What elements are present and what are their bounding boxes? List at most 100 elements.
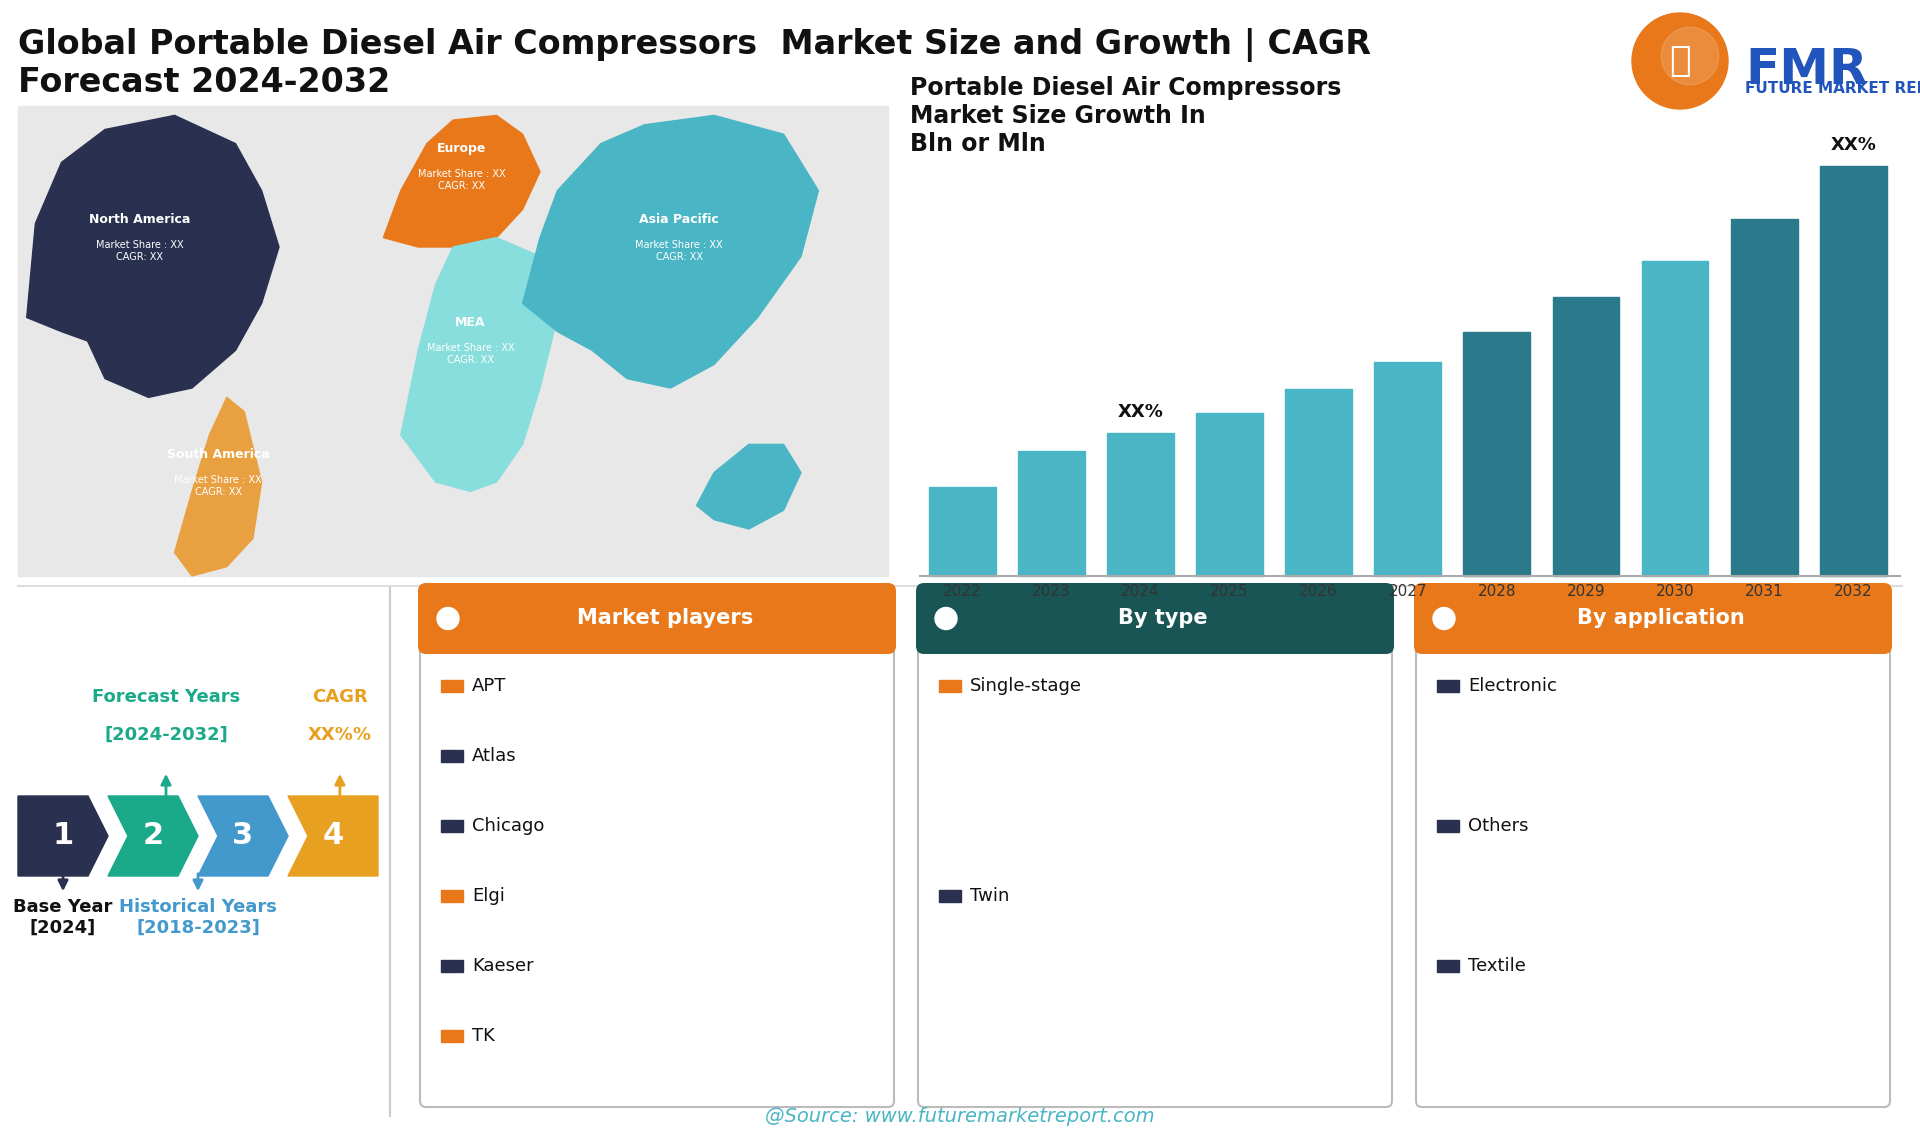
Text: 2025: 2025 xyxy=(1210,584,1248,599)
Text: XX%: XX% xyxy=(1830,136,1876,154)
Text: Single-stage: Single-stage xyxy=(970,677,1083,694)
Bar xyxy=(1375,362,1442,576)
Text: By application: By application xyxy=(1576,609,1745,628)
Polygon shape xyxy=(198,796,288,876)
Text: @Source: www.futuremarketreport.com: @Source: www.futuremarketreport.com xyxy=(766,1107,1154,1127)
Text: 2026: 2026 xyxy=(1300,584,1338,599)
Bar xyxy=(1196,413,1263,576)
Text: Global Portable Diesel Air Compressors  Market Size and Growth | CAGR: Global Portable Diesel Air Compressors M… xyxy=(17,28,1371,62)
Bar xyxy=(929,487,996,576)
Text: CAGR: XX: CAGR: XX xyxy=(657,252,703,261)
Polygon shape xyxy=(697,445,801,529)
FancyBboxPatch shape xyxy=(918,645,1392,1107)
Text: By type: By type xyxy=(1117,609,1208,628)
Polygon shape xyxy=(175,398,261,576)
Text: APT: APT xyxy=(472,677,507,694)
Text: Twin: Twin xyxy=(970,887,1010,905)
Text: 2: 2 xyxy=(142,822,163,850)
Text: CAGR: XX: CAGR: XX xyxy=(438,181,486,191)
Text: Asia Pacific: Asia Pacific xyxy=(639,213,720,226)
Circle shape xyxy=(438,607,459,629)
Text: XX%%: XX%% xyxy=(307,727,372,744)
Text: 2028: 2028 xyxy=(1478,584,1517,599)
Polygon shape xyxy=(27,116,278,398)
Polygon shape xyxy=(17,796,108,876)
Polygon shape xyxy=(108,796,198,876)
Bar xyxy=(939,680,962,692)
Polygon shape xyxy=(384,116,540,248)
FancyBboxPatch shape xyxy=(1417,645,1889,1107)
Text: Market Share : XX: Market Share : XX xyxy=(636,240,724,250)
Polygon shape xyxy=(522,116,818,388)
Text: 2030: 2030 xyxy=(1655,584,1693,599)
Text: Forecast Years: Forecast Years xyxy=(92,688,240,706)
Text: 2029: 2029 xyxy=(1567,584,1605,599)
Bar xyxy=(1463,332,1530,576)
Bar xyxy=(442,1030,463,1042)
Text: Kaeser: Kaeser xyxy=(472,957,534,975)
Circle shape xyxy=(1432,607,1455,629)
Polygon shape xyxy=(401,237,557,492)
Circle shape xyxy=(1632,13,1728,109)
Bar xyxy=(1436,680,1459,692)
Bar xyxy=(442,960,463,972)
Bar xyxy=(442,749,463,762)
Text: Market Share : XX: Market Share : XX xyxy=(96,240,184,250)
Text: Market Share : XX: Market Share : XX xyxy=(426,343,515,353)
Bar xyxy=(1018,452,1085,576)
Text: [2024-2032]: [2024-2032] xyxy=(104,727,228,744)
Bar xyxy=(1553,297,1619,576)
Text: Market Share : XX: Market Share : XX xyxy=(175,474,261,485)
Circle shape xyxy=(1661,28,1718,85)
Bar xyxy=(442,890,463,902)
Text: South America: South America xyxy=(167,448,269,461)
Text: North America: North America xyxy=(88,213,190,226)
Text: Chicago: Chicago xyxy=(472,817,545,835)
Text: Europe: Europe xyxy=(438,142,486,155)
Polygon shape xyxy=(288,796,378,876)
FancyBboxPatch shape xyxy=(1413,583,1891,654)
Text: 2031: 2031 xyxy=(1745,584,1784,599)
FancyBboxPatch shape xyxy=(420,645,895,1107)
Text: CAGR: XX: CAGR: XX xyxy=(117,252,163,261)
Bar xyxy=(442,680,463,692)
Text: Market Share : XX: Market Share : XX xyxy=(419,170,505,179)
Text: TK: TK xyxy=(472,1027,495,1045)
FancyBboxPatch shape xyxy=(916,583,1394,654)
Text: Historical Years
[2018-2023]: Historical Years [2018-2023] xyxy=(119,898,276,936)
Text: 🔭: 🔭 xyxy=(1668,44,1692,78)
Text: Textile: Textile xyxy=(1469,957,1526,975)
Text: Electronic: Electronic xyxy=(1469,677,1557,694)
Text: 2027: 2027 xyxy=(1388,584,1427,599)
Text: CAGR: CAGR xyxy=(313,688,369,706)
Text: Portable Diesel Air Compressors
Market Size Growth In
Bln or Mln: Portable Diesel Air Compressors Market S… xyxy=(910,76,1342,156)
Bar xyxy=(939,890,962,902)
Text: 2023: 2023 xyxy=(1033,584,1071,599)
Text: Forecast 2024-2032: Forecast 2024-2032 xyxy=(17,66,390,99)
Text: 2032: 2032 xyxy=(1834,584,1872,599)
Text: Base Year
[2024]: Base Year [2024] xyxy=(13,898,113,936)
Bar xyxy=(1642,261,1709,576)
Text: Elgi: Elgi xyxy=(472,887,505,905)
FancyBboxPatch shape xyxy=(419,583,897,654)
Bar xyxy=(442,821,463,832)
Bar xyxy=(1730,220,1797,576)
Bar xyxy=(1436,960,1459,972)
Text: Market players: Market players xyxy=(576,609,753,628)
Text: 2022: 2022 xyxy=(943,584,981,599)
Text: Atlas: Atlas xyxy=(472,747,516,766)
Bar xyxy=(1284,388,1352,576)
Text: 2024: 2024 xyxy=(1121,584,1160,599)
Bar xyxy=(17,105,887,576)
Text: Others: Others xyxy=(1469,817,1528,835)
Text: FMR: FMR xyxy=(1745,46,1868,94)
Text: CAGR: XX: CAGR: XX xyxy=(194,487,242,496)
Bar xyxy=(1436,821,1459,832)
Bar xyxy=(1108,433,1173,576)
Text: 4: 4 xyxy=(323,822,344,850)
Bar xyxy=(1820,166,1887,576)
Text: 1: 1 xyxy=(52,822,73,850)
Text: MEA: MEA xyxy=(455,316,486,329)
Circle shape xyxy=(935,607,956,629)
Text: 3: 3 xyxy=(232,822,253,850)
